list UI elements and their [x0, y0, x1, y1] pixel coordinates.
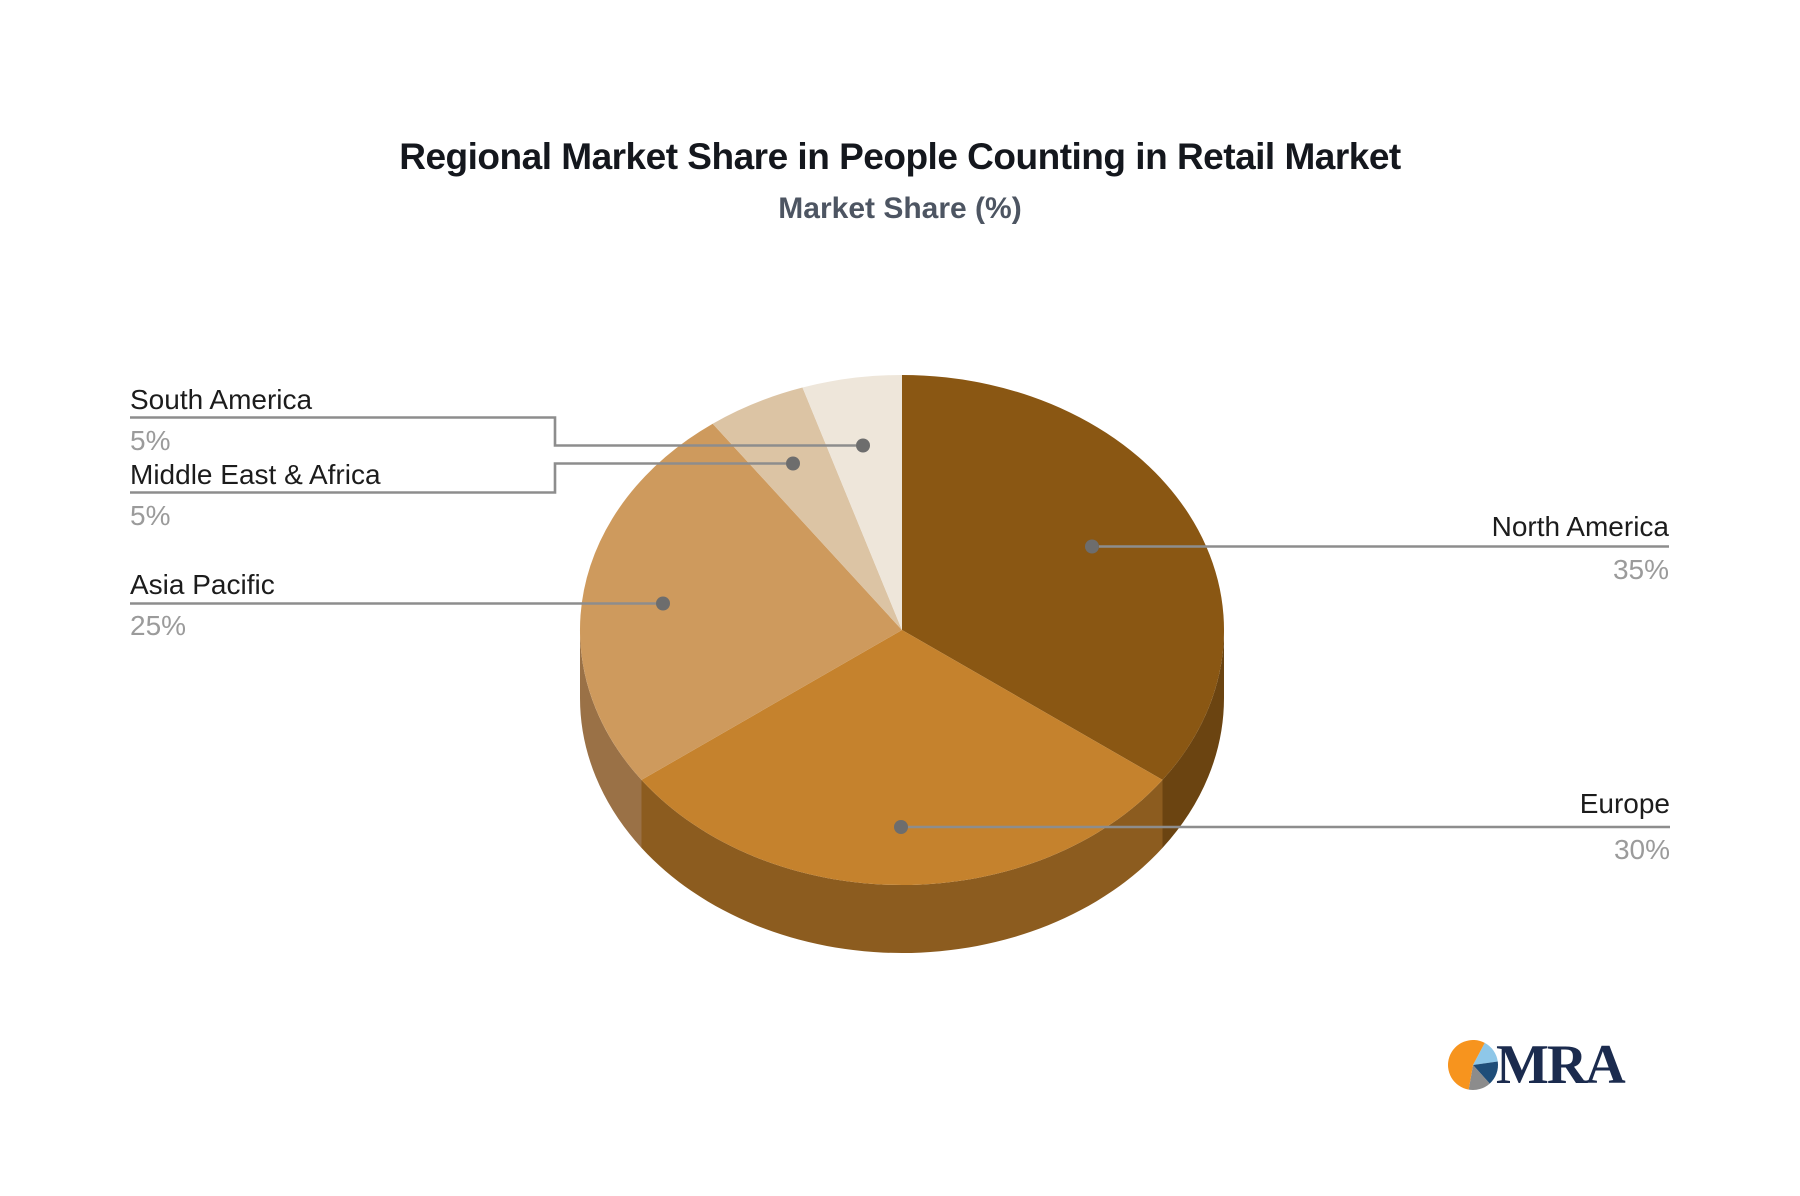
leader-dot-asia-pacific: [656, 596, 670, 611]
leader-dot-south-america: [856, 438, 870, 453]
pie-slice-north-america[interactable]: [902, 375, 1225, 780]
leader-line-middle-east-africa: [130, 462, 786, 494]
callout-label-north-america: North America: [1491, 511, 1669, 542]
callout-value-middle-east-africa: 5%: [130, 500, 171, 531]
callout-value-asia-pacific: 25%: [130, 610, 187, 641]
pie-slice-side-north-america: [1162, 630, 1224, 848]
logo-glyph-slice-light-blue: [1473, 1042, 1498, 1065]
callout-label-middle-east-africa: Middle East & Africa: [130, 459, 381, 490]
leader-line-south-america: [130, 416, 856, 447]
callout-label-asia-pacific: Asia Pacific: [130, 569, 275, 600]
leader-dot-north-america: [1085, 539, 1099, 554]
callout-value-south-america: 5%: [130, 425, 171, 456]
pie-slice-side-europe: [641, 779, 1163, 954]
pie-slice-south-america[interactable]: [802, 375, 903, 630]
pie-slice-side-asia-pacific: [580, 630, 642, 848]
callout-label-south-america: South America: [130, 384, 313, 415]
chart-title: Regional Market Share in People Counting…: [399, 136, 1401, 177]
chart-subtitle: Market Share (%): [778, 192, 1022, 225]
brand-logo-text: MRA: [1496, 1034, 1626, 1096]
callout-value-europe: 30%: [1613, 834, 1670, 865]
callout-label-europe: Europe: [1579, 788, 1670, 819]
brand-logo: MRA: [1446, 1034, 1626, 1096]
callout-value-north-america: 35%: [1612, 554, 1669, 585]
pie-chart-icon: [1447, 1039, 1499, 1091]
pie-slice-asia-pacific[interactable]: [579, 423, 902, 780]
logo-glyph-slice-gray: [1468, 1065, 1490, 1091]
leader-dot-middle-east-africa: [786, 456, 800, 471]
leader-dot-europe: [894, 820, 908, 834]
pie-slice-middle-east-africa[interactable]: [712, 387, 902, 631]
pie-slice-europe[interactable]: [641, 630, 1163, 886]
logo-glyph-slice-dark-blue: [1473, 1061, 1499, 1084]
logo-glyph-slice-orange: [1447, 1039, 1485, 1090]
